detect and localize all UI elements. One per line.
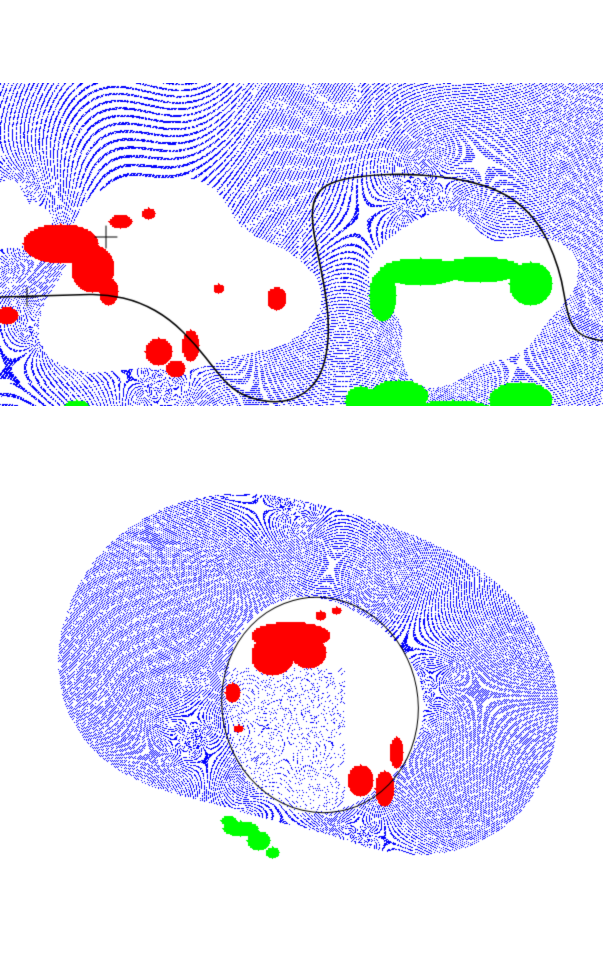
bottom-panel	[0, 440, 603, 977]
top-panel-canvas	[0, 83, 603, 406]
top-panel	[0, 83, 603, 406]
bottom-panel-canvas	[0, 440, 603, 977]
